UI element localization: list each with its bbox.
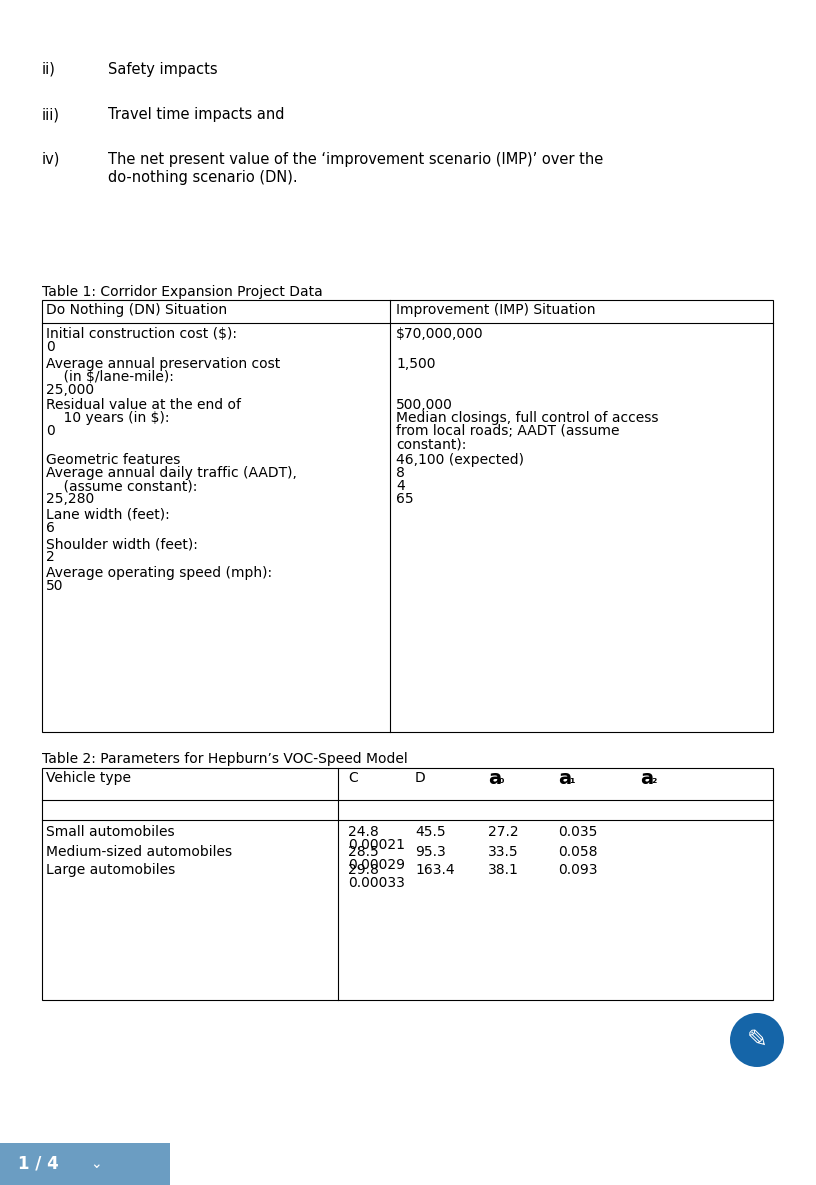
Text: a: a	[558, 769, 571, 788]
Text: Geometric features: Geometric features	[46, 453, 180, 467]
Text: 6: 6	[46, 521, 55, 534]
Text: 0.00021: 0.00021	[348, 838, 405, 852]
Text: Lane width (feet):: Lane width (feet):	[46, 508, 170, 523]
Text: 0.00029: 0.00029	[348, 858, 405, 872]
Text: Improvement (IMP) Situation: Improvement (IMP) Situation	[396, 303, 596, 318]
Text: Residual value at the end of: Residual value at the end of	[46, 398, 241, 412]
Text: Shoulder width (feet):: Shoulder width (feet):	[46, 537, 197, 551]
Text: 28.5: 28.5	[348, 845, 379, 859]
Text: Median closings, full control of access: Median closings, full control of access	[396, 411, 659, 425]
Text: 24.8: 24.8	[348, 825, 379, 839]
Text: Table 2: Parameters for Hepburn’s VOC-Speed Model: Table 2: Parameters for Hepburn’s VOC-Sp…	[42, 752, 408, 766]
Text: 46,100 (expected): 46,100 (expected)	[396, 453, 524, 467]
Text: 29.8: 29.8	[348, 863, 379, 877]
Text: Vehicle type: Vehicle type	[46, 771, 131, 784]
Text: 2: 2	[46, 550, 55, 564]
Bar	[0, 1144, 170, 1185]
Text: (assume constant):: (assume constant):	[46, 479, 197, 493]
Text: 65: 65	[396, 492, 414, 506]
Text: 0.093: 0.093	[558, 863, 597, 877]
Text: 10 years (in $):: 10 years (in $):	[46, 411, 170, 425]
Text: Large automobiles: Large automobiles	[46, 863, 175, 877]
Text: Table 1: Corridor Expansion Project Data: Table 1: Corridor Expansion Project Data	[42, 286, 323, 299]
Text: 25,280: 25,280	[46, 492, 95, 506]
Text: 500,000: 500,000	[396, 398, 453, 412]
Text: Average annual preservation cost: Average annual preservation cost	[46, 357, 280, 371]
Text: 0.035: 0.035	[558, 825, 597, 839]
Text: 0: 0	[46, 340, 55, 354]
Text: 38.1: 38.1	[488, 863, 519, 877]
Text: 8: 8	[396, 466, 405, 480]
Text: Safety impacts: Safety impacts	[108, 62, 218, 77]
Text: Initial construction cost ($):: Initial construction cost ($):	[46, 327, 237, 341]
Text: Medium-sized automobiles: Medium-sized automobiles	[46, 845, 232, 859]
Text: The net present value of the ‘improvement scenario (IMP)’ over the: The net present value of the ‘improvemen…	[108, 152, 603, 167]
Text: 0: 0	[46, 424, 55, 438]
Text: do-nothing scenario (DN).: do-nothing scenario (DN).	[108, 169, 298, 185]
Text: $70,000,000: $70,000,000	[396, 327, 484, 341]
Text: ₁: ₁	[569, 773, 574, 786]
Text: 95.3: 95.3	[415, 845, 446, 859]
Text: a: a	[488, 769, 501, 788]
Text: Average annual daily traffic (AADT),: Average annual daily traffic (AADT),	[46, 466, 297, 480]
Text: Small automobiles: Small automobiles	[46, 825, 175, 839]
Text: ii): ii)	[42, 62, 55, 77]
Circle shape	[730, 1013, 784, 1066]
Bar	[42, 300, 773, 732]
Text: 163.4: 163.4	[415, 863, 455, 877]
Text: 1,500: 1,500	[396, 357, 436, 371]
Text: ⌄: ⌄	[90, 1157, 102, 1171]
Text: from local roads; AADT (assume: from local roads; AADT (assume	[396, 424, 619, 438]
Text: 50: 50	[46, 579, 64, 592]
Text: 33.5: 33.5	[488, 845, 519, 859]
Text: 4: 4	[396, 479, 405, 493]
Text: ₀: ₀	[499, 773, 504, 786]
Text: ✎: ✎	[747, 1029, 768, 1052]
Text: Do Nothing (DN) Situation: Do Nothing (DN) Situation	[46, 303, 227, 318]
Text: iii): iii)	[42, 107, 60, 122]
Text: a: a	[640, 769, 653, 788]
Text: (in $/lane-mile):: (in $/lane-mile):	[46, 370, 174, 384]
Text: D: D	[415, 771, 426, 784]
Text: Travel time impacts and: Travel time impacts and	[108, 107, 285, 122]
Text: C: C	[348, 771, 357, 784]
Text: Average operating speed (mph):: Average operating speed (mph):	[46, 566, 272, 579]
Text: constant):: constant):	[396, 437, 467, 451]
Text: ₂: ₂	[651, 773, 656, 786]
Text: 25,000: 25,000	[46, 383, 94, 397]
Bar	[42, 768, 773, 1000]
Text: 0.00033: 0.00033	[348, 876, 405, 890]
Text: 45.5: 45.5	[415, 825, 446, 839]
Text: 1 / 4: 1 / 4	[18, 1155, 59, 1173]
Text: iv): iv)	[42, 152, 60, 167]
Text: 0.058: 0.058	[558, 845, 597, 859]
Text: 27.2: 27.2	[488, 825, 519, 839]
